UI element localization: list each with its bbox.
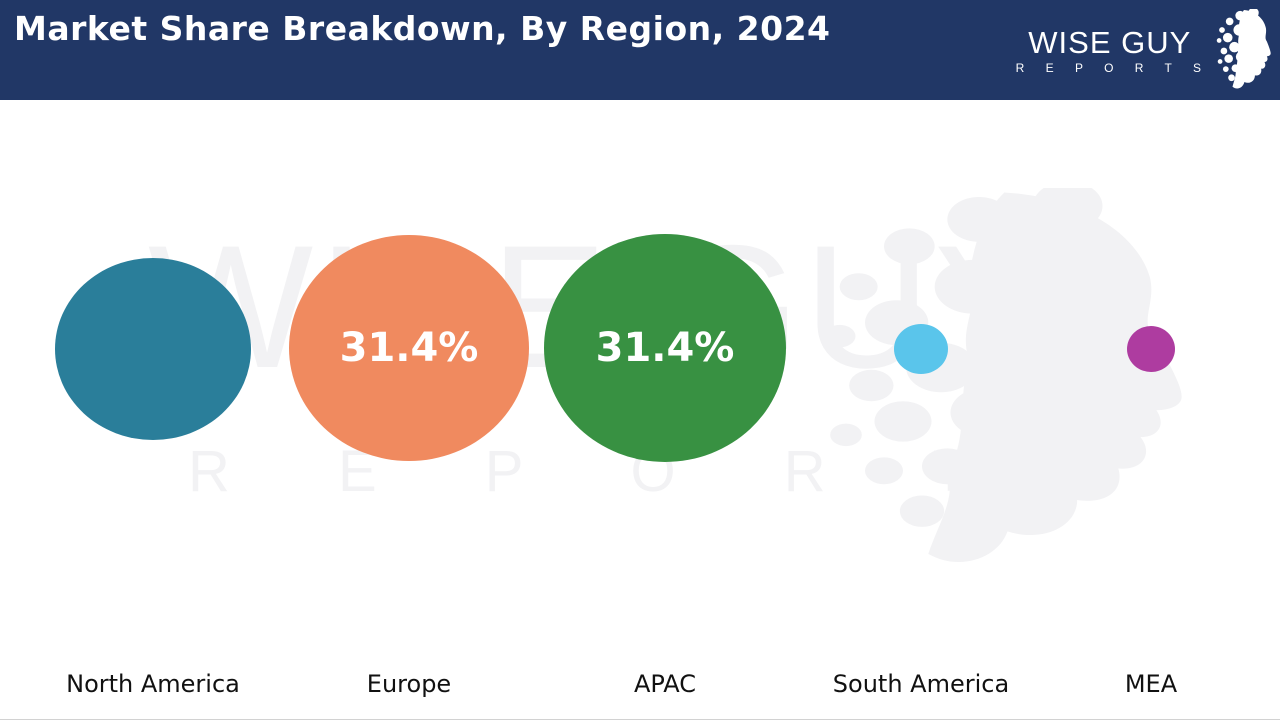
bubble-europe: 31.4% (289, 235, 529, 461)
logo-wiseguy-label: WISE GUY (1028, 24, 1192, 60)
category-label-mea: MEA (1124, 670, 1178, 698)
wise-guy-reports-logo: WISE GUY R E P O R T S (1010, 6, 1272, 96)
logo-face-icon (1214, 9, 1272, 93)
logo-text: WISE GUY R E P O R T S (1010, 24, 1210, 76)
category-label-north-america: North America (66, 670, 240, 698)
category-label-south-america: South America (832, 670, 1010, 698)
bubble-south-america (894, 324, 948, 374)
bubble-apac: 31.4% (544, 234, 786, 462)
category-label-apac: APAC (633, 670, 697, 698)
page-title: Market Share Breakdown, By Region, 2024 (14, 9, 831, 48)
data-label: 31.4% (339, 325, 479, 371)
watermark-face-icon (808, 188, 1188, 583)
data-label: 31.4% (595, 325, 735, 371)
logo-reports-label: R E P O R T S (1015, 61, 1210, 76)
bubble-mea (1127, 326, 1175, 372)
bubble-north-america (55, 258, 251, 440)
header: Market Share Breakdown, By Region, 2024 … (0, 0, 1280, 100)
category-label-europe: Europe (366, 670, 452, 698)
